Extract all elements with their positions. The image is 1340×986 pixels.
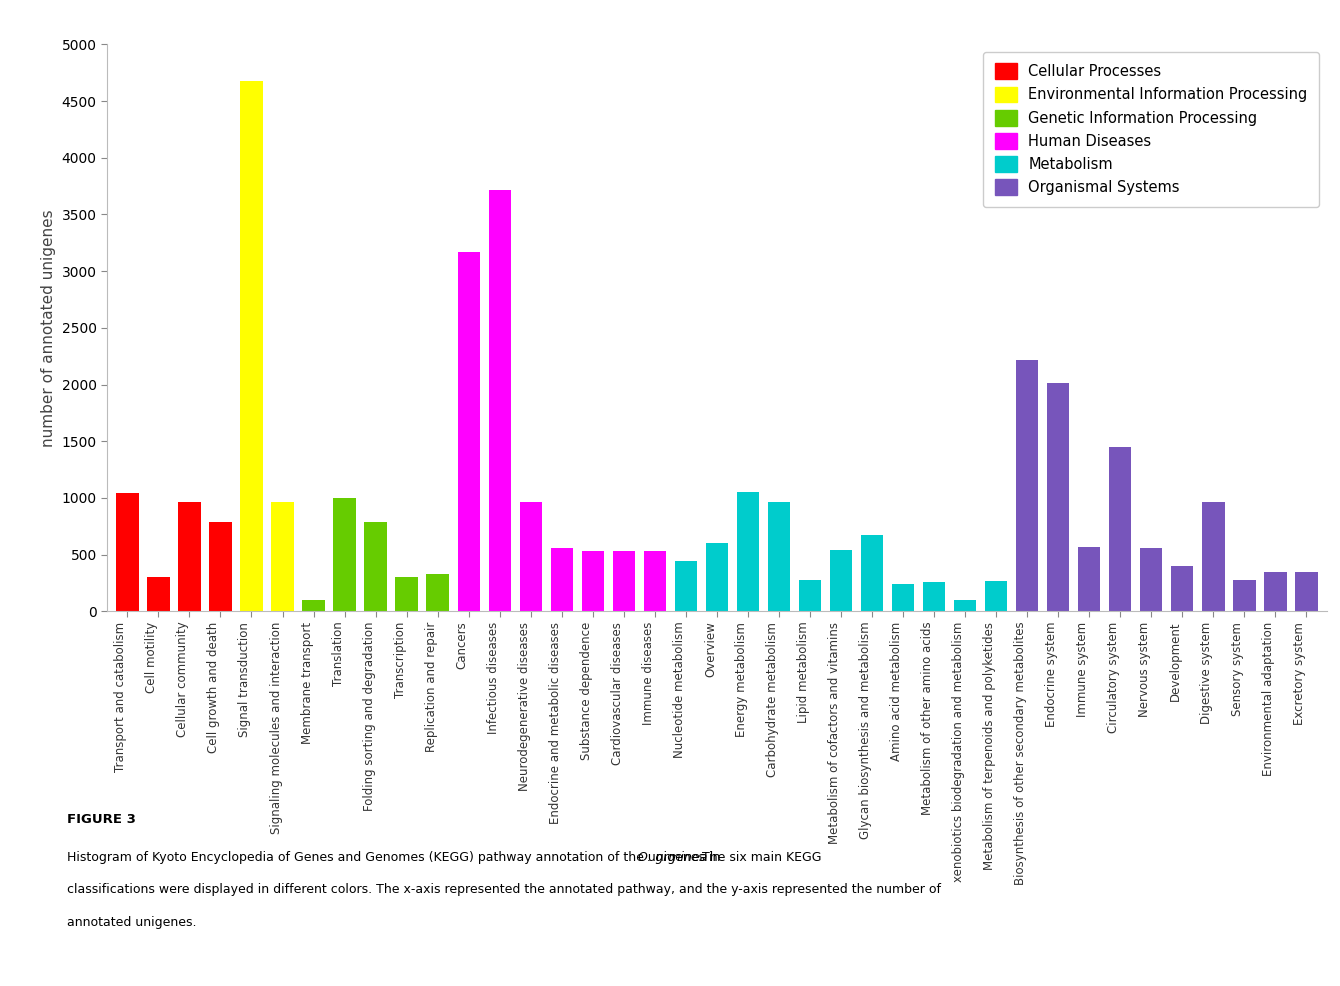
Bar	[178, 503, 201, 611]
Bar	[395, 578, 418, 611]
Bar	[240, 81, 263, 611]
Bar	[985, 581, 1008, 611]
Bar	[582, 551, 604, 611]
Bar	[1202, 503, 1225, 611]
Text: . The six main KEGG: . The six main KEGG	[694, 851, 821, 864]
Bar	[737, 492, 758, 611]
Bar	[643, 551, 666, 611]
Bar	[954, 599, 977, 611]
Bar	[1140, 548, 1163, 611]
Bar	[1296, 572, 1317, 611]
Bar	[1233, 580, 1256, 611]
Y-axis label: number of annotated unigenes: number of annotated unigenes	[42, 209, 56, 447]
Bar	[1264, 572, 1286, 611]
Text: annotated unigenes.: annotated unigenes.	[67, 916, 197, 929]
Bar	[364, 522, 387, 611]
Bar	[489, 189, 511, 611]
Bar	[117, 493, 138, 611]
Text: FIGURE 3: FIGURE 3	[67, 813, 135, 826]
Bar	[706, 543, 728, 611]
Bar	[1047, 384, 1069, 611]
Bar	[334, 498, 355, 611]
Bar	[768, 503, 791, 611]
Bar	[457, 251, 480, 611]
Text: classifications were displayed in different colors. The x-axis represented the a: classifications were displayed in differ…	[67, 883, 941, 896]
Bar	[147, 578, 170, 611]
Bar	[520, 503, 541, 611]
Bar	[892, 584, 914, 611]
Bar	[829, 550, 852, 611]
Bar	[1079, 546, 1100, 611]
Legend: Cellular Processes, Environmental Information Processing, Genetic Information Pr: Cellular Processes, Environmental Inform…	[984, 51, 1320, 207]
Bar	[426, 574, 449, 611]
Bar	[1110, 447, 1131, 611]
Bar	[1016, 360, 1038, 611]
Bar	[303, 599, 324, 611]
Bar	[209, 522, 232, 611]
Text: Histogram of Kyoto Encyclopedia of Genes and Genomes (KEGG) pathway annotation o: Histogram of Kyoto Encyclopedia of Genes…	[67, 851, 725, 864]
Bar	[1171, 566, 1194, 611]
Bar	[675, 561, 697, 611]
Bar	[271, 503, 293, 611]
Bar	[551, 548, 574, 611]
Bar	[923, 582, 945, 611]
Bar	[799, 580, 821, 611]
Bar	[612, 551, 635, 611]
Bar	[860, 535, 883, 611]
Text: O. grminea: O. grminea	[638, 851, 708, 864]
